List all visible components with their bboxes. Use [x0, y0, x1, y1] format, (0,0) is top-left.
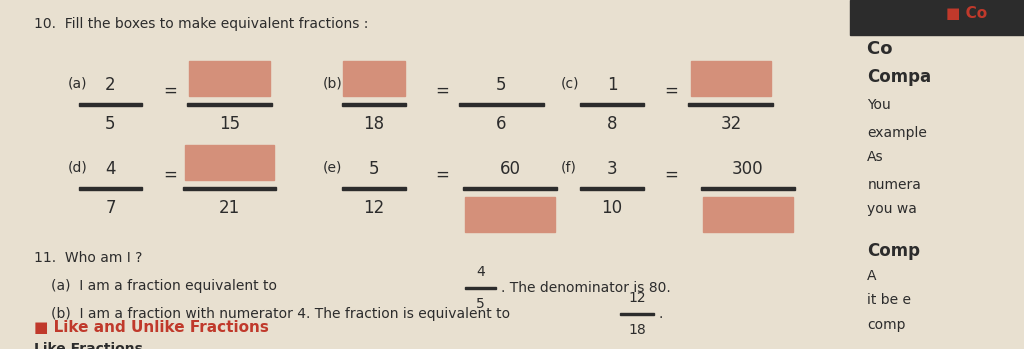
Text: 12: 12 [364, 199, 385, 217]
Bar [580, 103, 644, 106]
Bar [459, 103, 544, 106]
Text: 21: 21 [219, 199, 240, 217]
Bar [185, 145, 274, 180]
Bar [187, 103, 272, 106]
Text: 3: 3 [606, 160, 617, 178]
Text: ■ Like and Unlike Fractions: ■ Like and Unlike Fractions [34, 320, 269, 335]
Text: comp: comp [867, 318, 906, 332]
Text: 18: 18 [629, 323, 646, 337]
Text: ■ Co: ■ Co [946, 7, 987, 21]
Text: =: = [435, 165, 449, 184]
Bar [690, 61, 771, 96]
Bar [189, 61, 270, 96]
Text: 12: 12 [629, 291, 646, 305]
Text: 10: 10 [601, 199, 623, 217]
Text: =: = [665, 82, 678, 100]
Text: =: = [665, 165, 678, 184]
Bar [343, 61, 404, 96]
Text: it be e: it be e [867, 293, 911, 307]
Text: (a)  I am a fraction equivalent to: (a) I am a fraction equivalent to [51, 279, 282, 293]
Text: 5: 5 [369, 160, 379, 178]
Text: you wa: you wa [867, 202, 918, 216]
Text: As: As [867, 150, 884, 164]
Text: (c): (c) [561, 77, 580, 91]
Bar [463, 187, 557, 190]
Text: 32: 32 [720, 115, 741, 133]
Text: 6: 6 [497, 115, 507, 133]
Bar [465, 197, 555, 232]
Text: You: You [867, 98, 891, 112]
Text: numera: numera [867, 178, 922, 192]
Bar [342, 103, 406, 106]
Text: (b)  I am a fraction with numerator 4. The fraction is equivalent to: (b) I am a fraction with numerator 4. Th… [51, 307, 514, 321]
Text: .: . [658, 307, 664, 321]
Text: Compa: Compa [867, 68, 932, 86]
Text: 10.  Fill the boxes to make equivalent fractions :: 10. Fill the boxes to make equivalent fr… [34, 17, 369, 31]
Text: 4: 4 [105, 160, 116, 178]
Text: 11.  Who am I ?: 11. Who am I ? [34, 251, 142, 265]
Text: Like Fractions: Like Fractions [34, 342, 143, 349]
Text: (b): (b) [323, 77, 343, 91]
Bar [342, 187, 406, 190]
Text: 4: 4 [476, 265, 484, 279]
Text: 5: 5 [476, 297, 484, 311]
Text: (a): (a) [68, 77, 87, 91]
Text: 2: 2 [105, 76, 116, 94]
Text: Co: Co [867, 40, 896, 58]
Bar [79, 187, 142, 190]
Bar [703, 197, 793, 232]
Bar [465, 287, 496, 289]
Text: 1: 1 [606, 76, 617, 94]
Text: . The denominator is 80.: . The denominator is 80. [502, 281, 671, 295]
Bar [182, 187, 276, 190]
Text: 60: 60 [500, 160, 520, 178]
Text: 300: 300 [732, 160, 764, 178]
Text: (f): (f) [561, 161, 577, 174]
Text: (e): (e) [323, 161, 342, 174]
Bar [701, 187, 795, 190]
Text: 5: 5 [105, 115, 116, 133]
Text: 18: 18 [364, 115, 385, 133]
Text: (d): (d) [68, 161, 88, 174]
Text: =: = [163, 165, 177, 184]
Bar [688, 103, 773, 106]
Text: =: = [163, 82, 177, 100]
Text: 7: 7 [105, 199, 116, 217]
Bar [621, 313, 654, 315]
Bar [79, 103, 142, 106]
Text: 8: 8 [606, 115, 617, 133]
Text: =: = [435, 82, 449, 100]
Text: A: A [867, 269, 877, 283]
Text: Comp: Comp [867, 242, 921, 260]
Text: example: example [867, 126, 927, 140]
Bar [580, 187, 644, 190]
Text: 15: 15 [219, 115, 240, 133]
Bar [850, 0, 1024, 35]
Text: 5: 5 [497, 76, 507, 94]
